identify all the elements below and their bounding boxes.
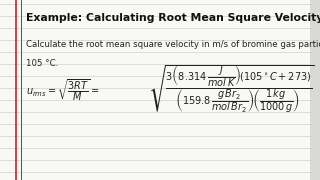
Text: Calculate the root mean square velocity in m/s of bromine gas particles at: Calculate the root mean square velocity … — [26, 40, 320, 49]
Text: 105 °C.: 105 °C. — [26, 59, 58, 68]
Bar — [310, 0, 320, 180]
Text: $u_{rms} = \sqrt{\dfrac{3RT}{M}} = $: $u_{rms} = \sqrt{\dfrac{3RT}{M}} = $ — [26, 77, 100, 103]
Text: Example: Calculating Root Mean Square Velocity 2: Example: Calculating Root Mean Square Ve… — [26, 13, 320, 23]
Text: $\sqrt{\dfrac{3\left(8.314\,\dfrac{J}{mol\,K}\right)\!(105{^\circ}C + 273)}{\lef: $\sqrt{\dfrac{3\left(8.314\,\dfrac{J}{mo… — [148, 64, 315, 116]
